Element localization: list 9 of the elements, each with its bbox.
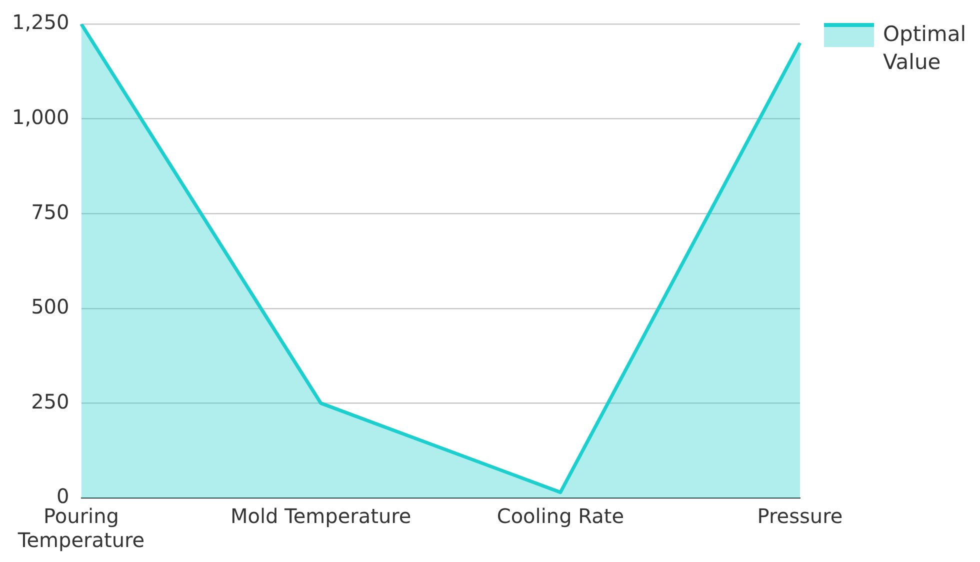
y-tick-label: 250 bbox=[31, 389, 70, 414]
x-tick-label: Cooling Rate bbox=[496, 504, 624, 528]
y-tick-label: 1,250 bbox=[12, 10, 70, 34]
y-tick-label: 750 bbox=[31, 200, 70, 224]
y-tick-label: 1,000 bbox=[12, 105, 70, 130]
x-tick-label: Pressure bbox=[757, 504, 843, 528]
x-tick-label: Mold Temperature bbox=[230, 504, 412, 528]
legend-label: Optimal Value bbox=[883, 21, 968, 76]
y-tick-label: 500 bbox=[31, 294, 70, 319]
